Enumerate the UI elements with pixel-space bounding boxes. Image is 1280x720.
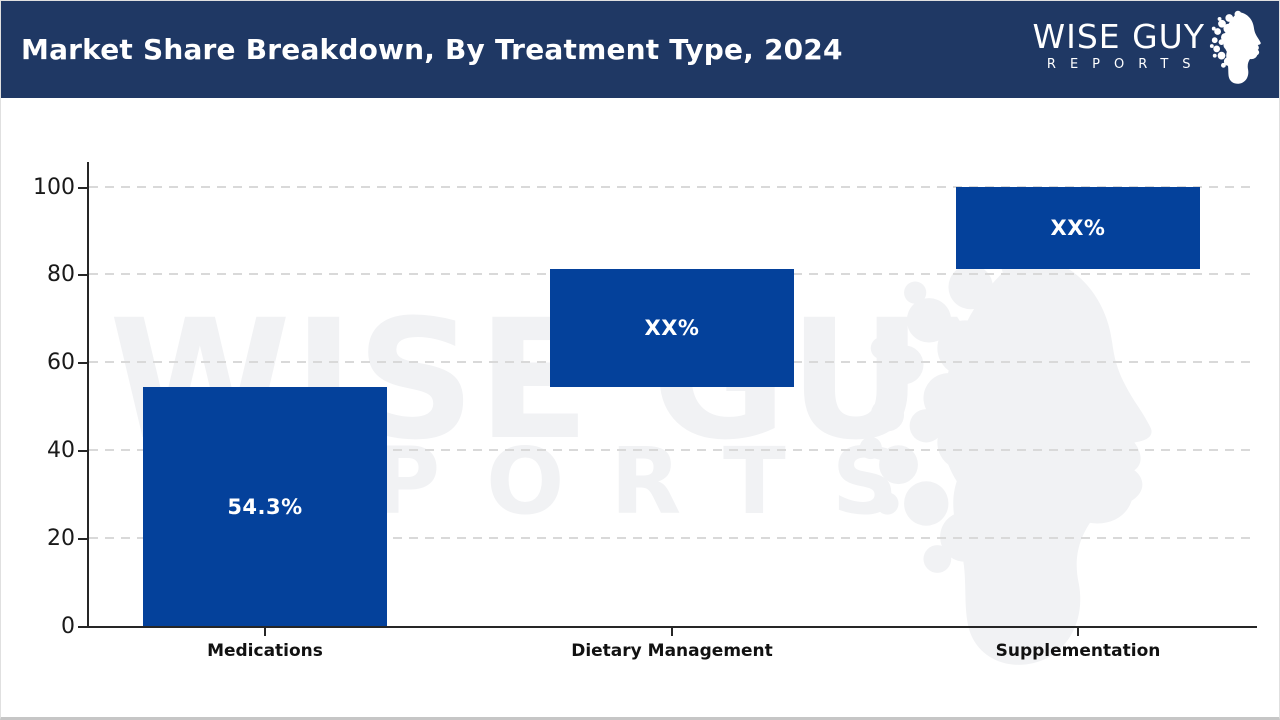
logo-wordmark: WISE GUY bbox=[1032, 16, 1205, 56]
bar-value-label: XX% bbox=[1050, 215, 1106, 240]
y-axis-tick-label: 0 bbox=[61, 614, 75, 639]
watermark-head-icon bbox=[843, 226, 1176, 670]
gridline bbox=[89, 185, 1257, 188]
y-axis-spine bbox=[87, 162, 89, 628]
wiseguy-logo: WISE GUY REPORTS bbox=[1032, 7, 1265, 85]
y-axis-tick bbox=[78, 362, 87, 365]
x-axis-spine bbox=[87, 626, 1257, 628]
category-label: Supplementation bbox=[995, 641, 1161, 661]
gridline bbox=[89, 449, 1257, 452]
y-axis-tick-label: 80 bbox=[47, 262, 75, 288]
bar-chart: WISE GUY REPORTS 54.3% XX% XX% 0 20 40 60 80 100… bbox=[1, 98, 1279, 717]
logo-text: WISE GUY REPORTS bbox=[1032, 16, 1205, 73]
category-label: Dietary Management bbox=[571, 641, 773, 661]
bar-segment: XX% bbox=[956, 186, 1200, 270]
category-label: Medications bbox=[207, 641, 323, 661]
bar-value-label: XX% bbox=[644, 316, 700, 341]
y-axis-tick bbox=[78, 626, 87, 628]
y-axis-tick bbox=[78, 538, 87, 541]
gridline bbox=[89, 537, 1257, 540]
y-axis-tick-label: 60 bbox=[47, 350, 75, 376]
bar-segment: XX% bbox=[550, 269, 794, 388]
bar-value-label: 54.3% bbox=[227, 494, 303, 519]
y-axis-tick bbox=[78, 450, 87, 453]
logo-subtitle: REPORTS bbox=[1046, 57, 1205, 73]
bar-segment: 54.3% bbox=[143, 387, 387, 626]
x-axis-tick bbox=[1077, 628, 1079, 636]
y-axis-tick-label: 100 bbox=[33, 174, 75, 200]
page-title: Market Share Breakdown, By Treatment Typ… bbox=[21, 33, 843, 66]
y-axis-tick-label: 20 bbox=[47, 526, 75, 552]
header-banner: Market Share Breakdown, By Treatment Typ… bbox=[1, 1, 1279, 98]
y-axis-tick bbox=[78, 274, 87, 277]
wiseguy-head-icon bbox=[1207, 7, 1265, 85]
x-axis-tick bbox=[264, 628, 266, 636]
y-axis-tick-label: 40 bbox=[47, 438, 75, 464]
x-axis-tick bbox=[671, 628, 673, 636]
y-axis-tick bbox=[78, 186, 87, 189]
